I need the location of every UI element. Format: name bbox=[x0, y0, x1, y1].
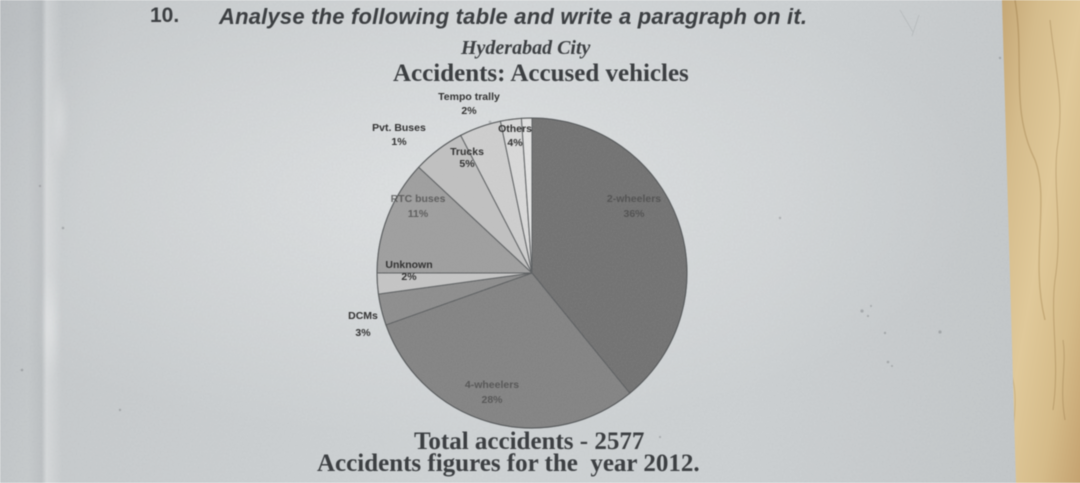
svg-text:4%: 4% bbox=[507, 137, 523, 149]
svg-text:5%: 5% bbox=[459, 158, 475, 170]
svg-text:11%: 11% bbox=[408, 208, 429, 220]
svg-text:4-wheelers: 4-wheelers bbox=[465, 379, 519, 391]
svg-text:36%: 36% bbox=[623, 208, 645, 220]
svg-text:28%: 28% bbox=[481, 394, 503, 406]
svg-text:RTC buses: RTC buses bbox=[391, 193, 446, 205]
svg-text:Unknown: Unknown bbox=[385, 259, 432, 271]
svg-text:Trucks: Trucks bbox=[450, 146, 484, 158]
svg-text:Tempo trally: Tempo trally bbox=[438, 91, 500, 103]
svg-text:1%: 1% bbox=[391, 136, 407, 148]
svg-text:Others: Others bbox=[498, 123, 532, 135]
svg-text:2%: 2% bbox=[401, 271, 417, 283]
svg-text:3%: 3% bbox=[355, 327, 371, 339]
svg-text:Pvt. Buses: Pvt. Buses bbox=[372, 122, 426, 134]
svg-text:2%: 2% bbox=[461, 105, 477, 117]
svg-text:DCMs: DCMs bbox=[348, 310, 378, 322]
svg-text:2-wheelers: 2-wheelers bbox=[607, 193, 661, 205]
